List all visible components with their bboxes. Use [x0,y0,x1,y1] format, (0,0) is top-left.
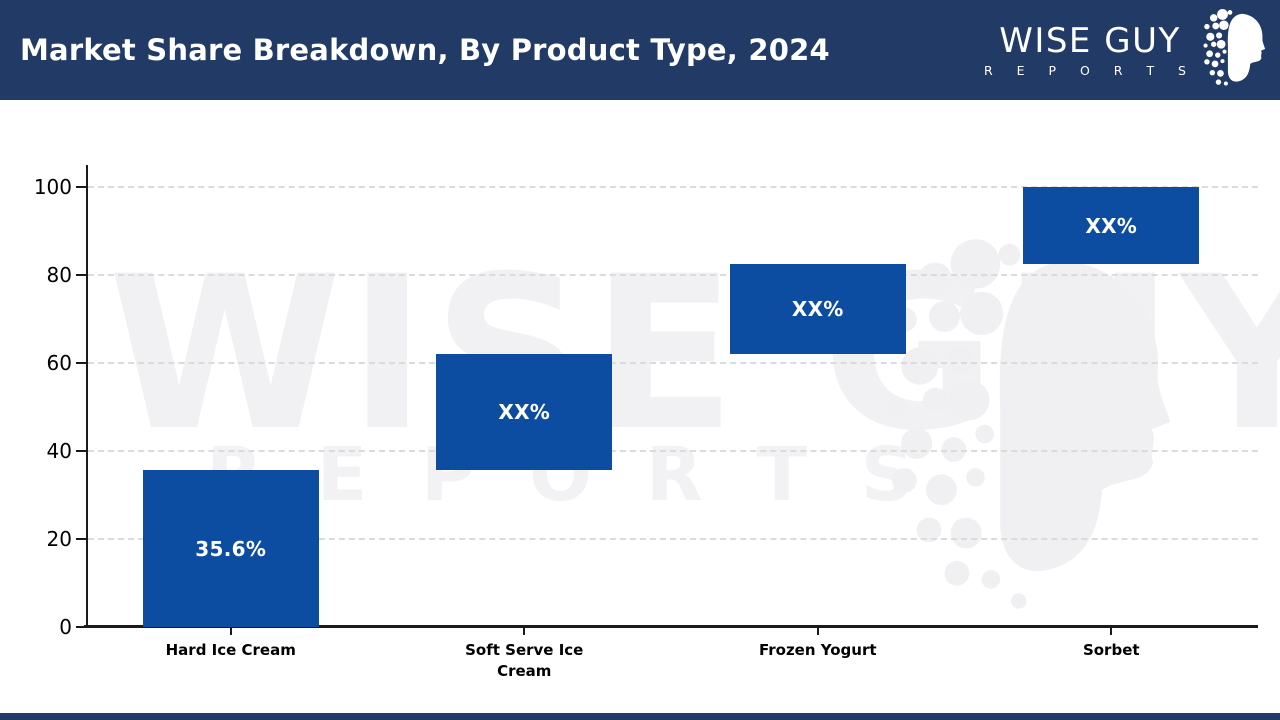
x-axis-line [84,625,1258,628]
bar-soft-serve-ice-cream: XX% [436,354,613,471]
x-tick-mark [229,628,232,635]
bar-value-label: XX% [791,297,844,322]
y-tick-label: 20 [46,527,72,551]
header-bar: Market Share Breakdown, By Product Type,… [0,0,1280,100]
x-category-label: Sorbet [1082,641,1140,659]
footer-bar [0,713,1280,720]
y-tick-label: 40 [46,439,72,463]
gridline [88,538,1258,540]
y-tick-label: 60 [46,351,72,375]
bar-value-label: 35.6% [195,536,267,561]
page-title: Market Share Breakdown, By Product Type,… [20,33,830,67]
gridline [88,274,1258,276]
gridline [88,362,1258,364]
gridline [88,186,1258,188]
x-tick-mark [816,628,819,635]
bar-frozen-yogurt: XX% [729,264,906,355]
y-tick-label: 80 [46,263,72,287]
wise-guy-reports-logo: WISE GUY R E P O R T S [984,0,1274,100]
x-category-label: Frozen Yogurt [758,641,877,659]
bar-value-label: XX% [498,400,551,425]
y-axis-line [86,165,88,628]
y-tick-label: 0 [59,615,72,639]
y-tick-label: 100 [33,175,72,199]
y-tick-mark [76,538,86,540]
logo-reports-text: R E P O R T S [983,63,1196,78]
bar-hard-ice-cream: 35.6% [142,470,319,627]
bar-sorbet: XX% [1023,187,1200,264]
logo-text: WISE GUY R E P O R T S [984,24,1196,78]
gridline [88,450,1258,452]
logo-wordmark: WISE GUY [999,21,1181,61]
bar-value-label: XX% [1085,213,1138,238]
x-category-label: Soft Serve Ice Cream [465,641,584,680]
logo-face-icon [1200,7,1268,95]
y-tick-mark [76,274,86,276]
x-tick-mark [523,628,526,635]
y-tick-mark [76,626,86,628]
y-tick-mark [76,450,86,452]
y-tick-mark [76,362,86,364]
y-tick-mark [76,186,86,188]
x-category-label: Hard Ice Cream [165,641,296,659]
x-tick-mark [1110,628,1113,635]
